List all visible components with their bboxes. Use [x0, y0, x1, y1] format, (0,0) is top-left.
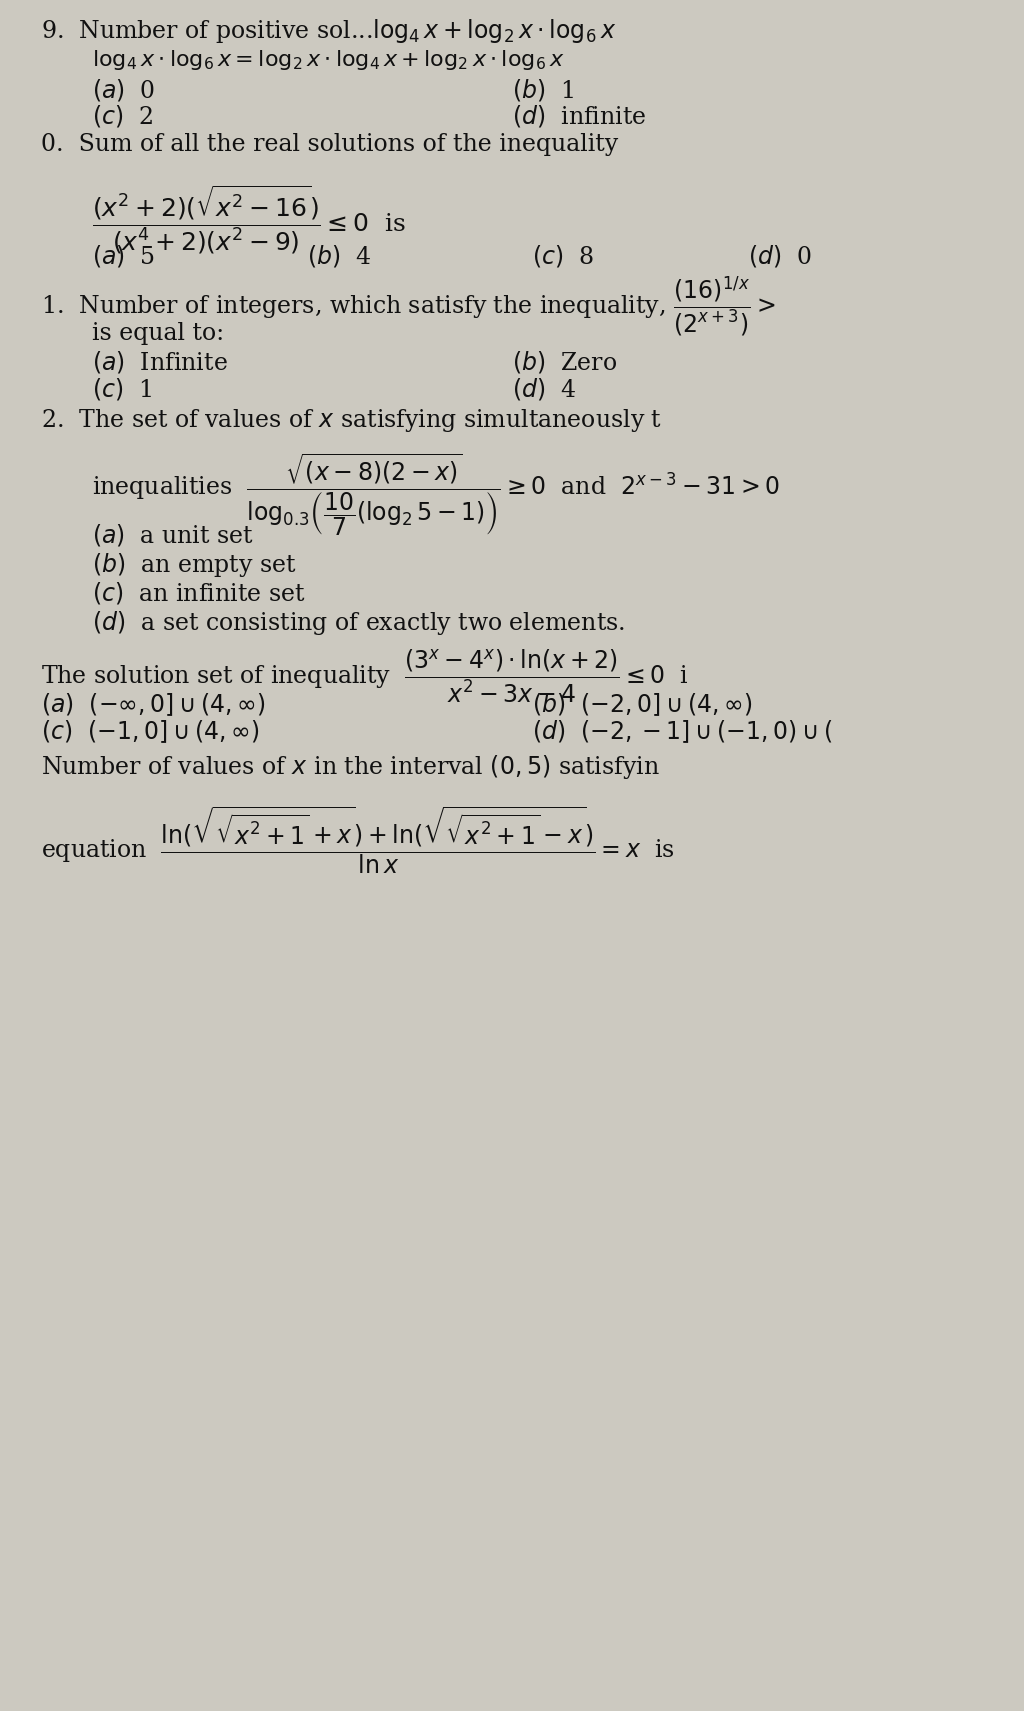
- Text: $(a)$  5: $(a)$ 5: [92, 243, 156, 269]
- Text: $(b)$  $(-2, 0] \cup (4, \infty)$: $(b)$ $(-2, 0] \cup (4, \infty)$: [532, 691, 753, 719]
- Text: $(d)$  4: $(d)$ 4: [512, 376, 577, 402]
- Text: $(d)$  $(-2,-1] \cup (-1, 0) \cup ($: $(d)$ $(-2,-1] \cup (-1, 0) \cup ($: [532, 719, 833, 746]
- Text: $(c)$  1: $(c)$ 1: [92, 376, 153, 402]
- Text: $\dfrac{(x^2+2)(\sqrt{x^2-16})}{(x^4+2)(x^2-9)} \leq 0$  is: $\dfrac{(x^2+2)(\sqrt{x^2-16})}{(x^4+2)(…: [92, 183, 407, 255]
- Text: Number of values of $x$ in the interval $(0, 5)$ satisfyin: Number of values of $x$ in the interval …: [41, 753, 659, 780]
- Text: 0.  Sum of all the real solutions of the inequality: 0. Sum of all the real solutions of the …: [41, 133, 618, 156]
- Text: 9.  Number of positive sol...$\log_4 x + \log_2 x \cdot \log_6 x$: 9. Number of positive sol...$\log_4 x + …: [41, 17, 616, 44]
- Text: $(c)$  8: $(c)$ 8: [532, 243, 594, 269]
- Text: $(b)$  1: $(b)$ 1: [512, 77, 574, 103]
- Text: $(a)$  a unit set: $(a)$ a unit set: [92, 522, 254, 548]
- Text: $(b)$  4: $(b)$ 4: [307, 243, 372, 269]
- Text: inequalities  $\dfrac{\sqrt{(x-8)(2-x)}}{\log_{0.3}\!\left(\dfrac{10}{7}(\log_2 : inequalities $\dfrac{\sqrt{(x-8)(2-x)}}{…: [92, 452, 780, 539]
- Text: $(c)$  $(-1, 0] \cup (4, \infty)$: $(c)$ $(-1, 0] \cup (4, \infty)$: [41, 719, 259, 746]
- Text: $(a)$  $(-\infty, 0] \cup (4, \infty)$: $(a)$ $(-\infty, 0] \cup (4, \infty)$: [41, 691, 265, 719]
- Text: The solution set of inequality  $\dfrac{(3^x - 4^x)\cdot\ln(x+2)}{x^2-3x-4} \leq: The solution set of inequality $\dfrac{(…: [41, 647, 689, 705]
- Text: equation  $\dfrac{\ln(\sqrt{\sqrt{x^2+1}+x})+\ln(\sqrt{\sqrt{x^2+1}-x})}{\ln x} : equation $\dfrac{\ln(\sqrt{\sqrt{x^2+1}+…: [41, 804, 675, 876]
- Text: $(c)$  2: $(c)$ 2: [92, 103, 154, 128]
- Text: $(d)$  a set consisting of exactly two elements.: $(d)$ a set consisting of exactly two el…: [92, 609, 626, 636]
- Text: $(b)$  an empty set: $(b)$ an empty set: [92, 551, 297, 578]
- Text: $(d)$  0: $(d)$ 0: [748, 243, 811, 269]
- Text: $(d)$  infinite: $(d)$ infinite: [512, 103, 646, 128]
- Text: $(a)$  0: $(a)$ 0: [92, 77, 156, 103]
- Text: $(a)$  Infinite: $(a)$ Infinite: [92, 349, 228, 375]
- Text: 2.  The set of values of $x$ satisfying simultaneously t: 2. The set of values of $x$ satisfying s…: [41, 407, 663, 435]
- Text: $(b)$  Zero: $(b)$ Zero: [512, 349, 617, 375]
- Text: is equal to:: is equal to:: [92, 322, 224, 344]
- Text: $(c)$  an infinite set: $(c)$ an infinite set: [92, 580, 305, 606]
- Text: $\log_4 x \cdot \log_6 x = \log_2 x \cdot \log_4 x + \log_2 x \cdot \log_6 x$: $\log_4 x \cdot \log_6 x = \log_2 x \cdo…: [92, 48, 564, 72]
- Text: 1.  Number of integers, which satisfy the inequality, $\dfrac{(16)^{1/x}}{(2^{x+: 1. Number of integers, which satisfy the…: [41, 274, 775, 337]
